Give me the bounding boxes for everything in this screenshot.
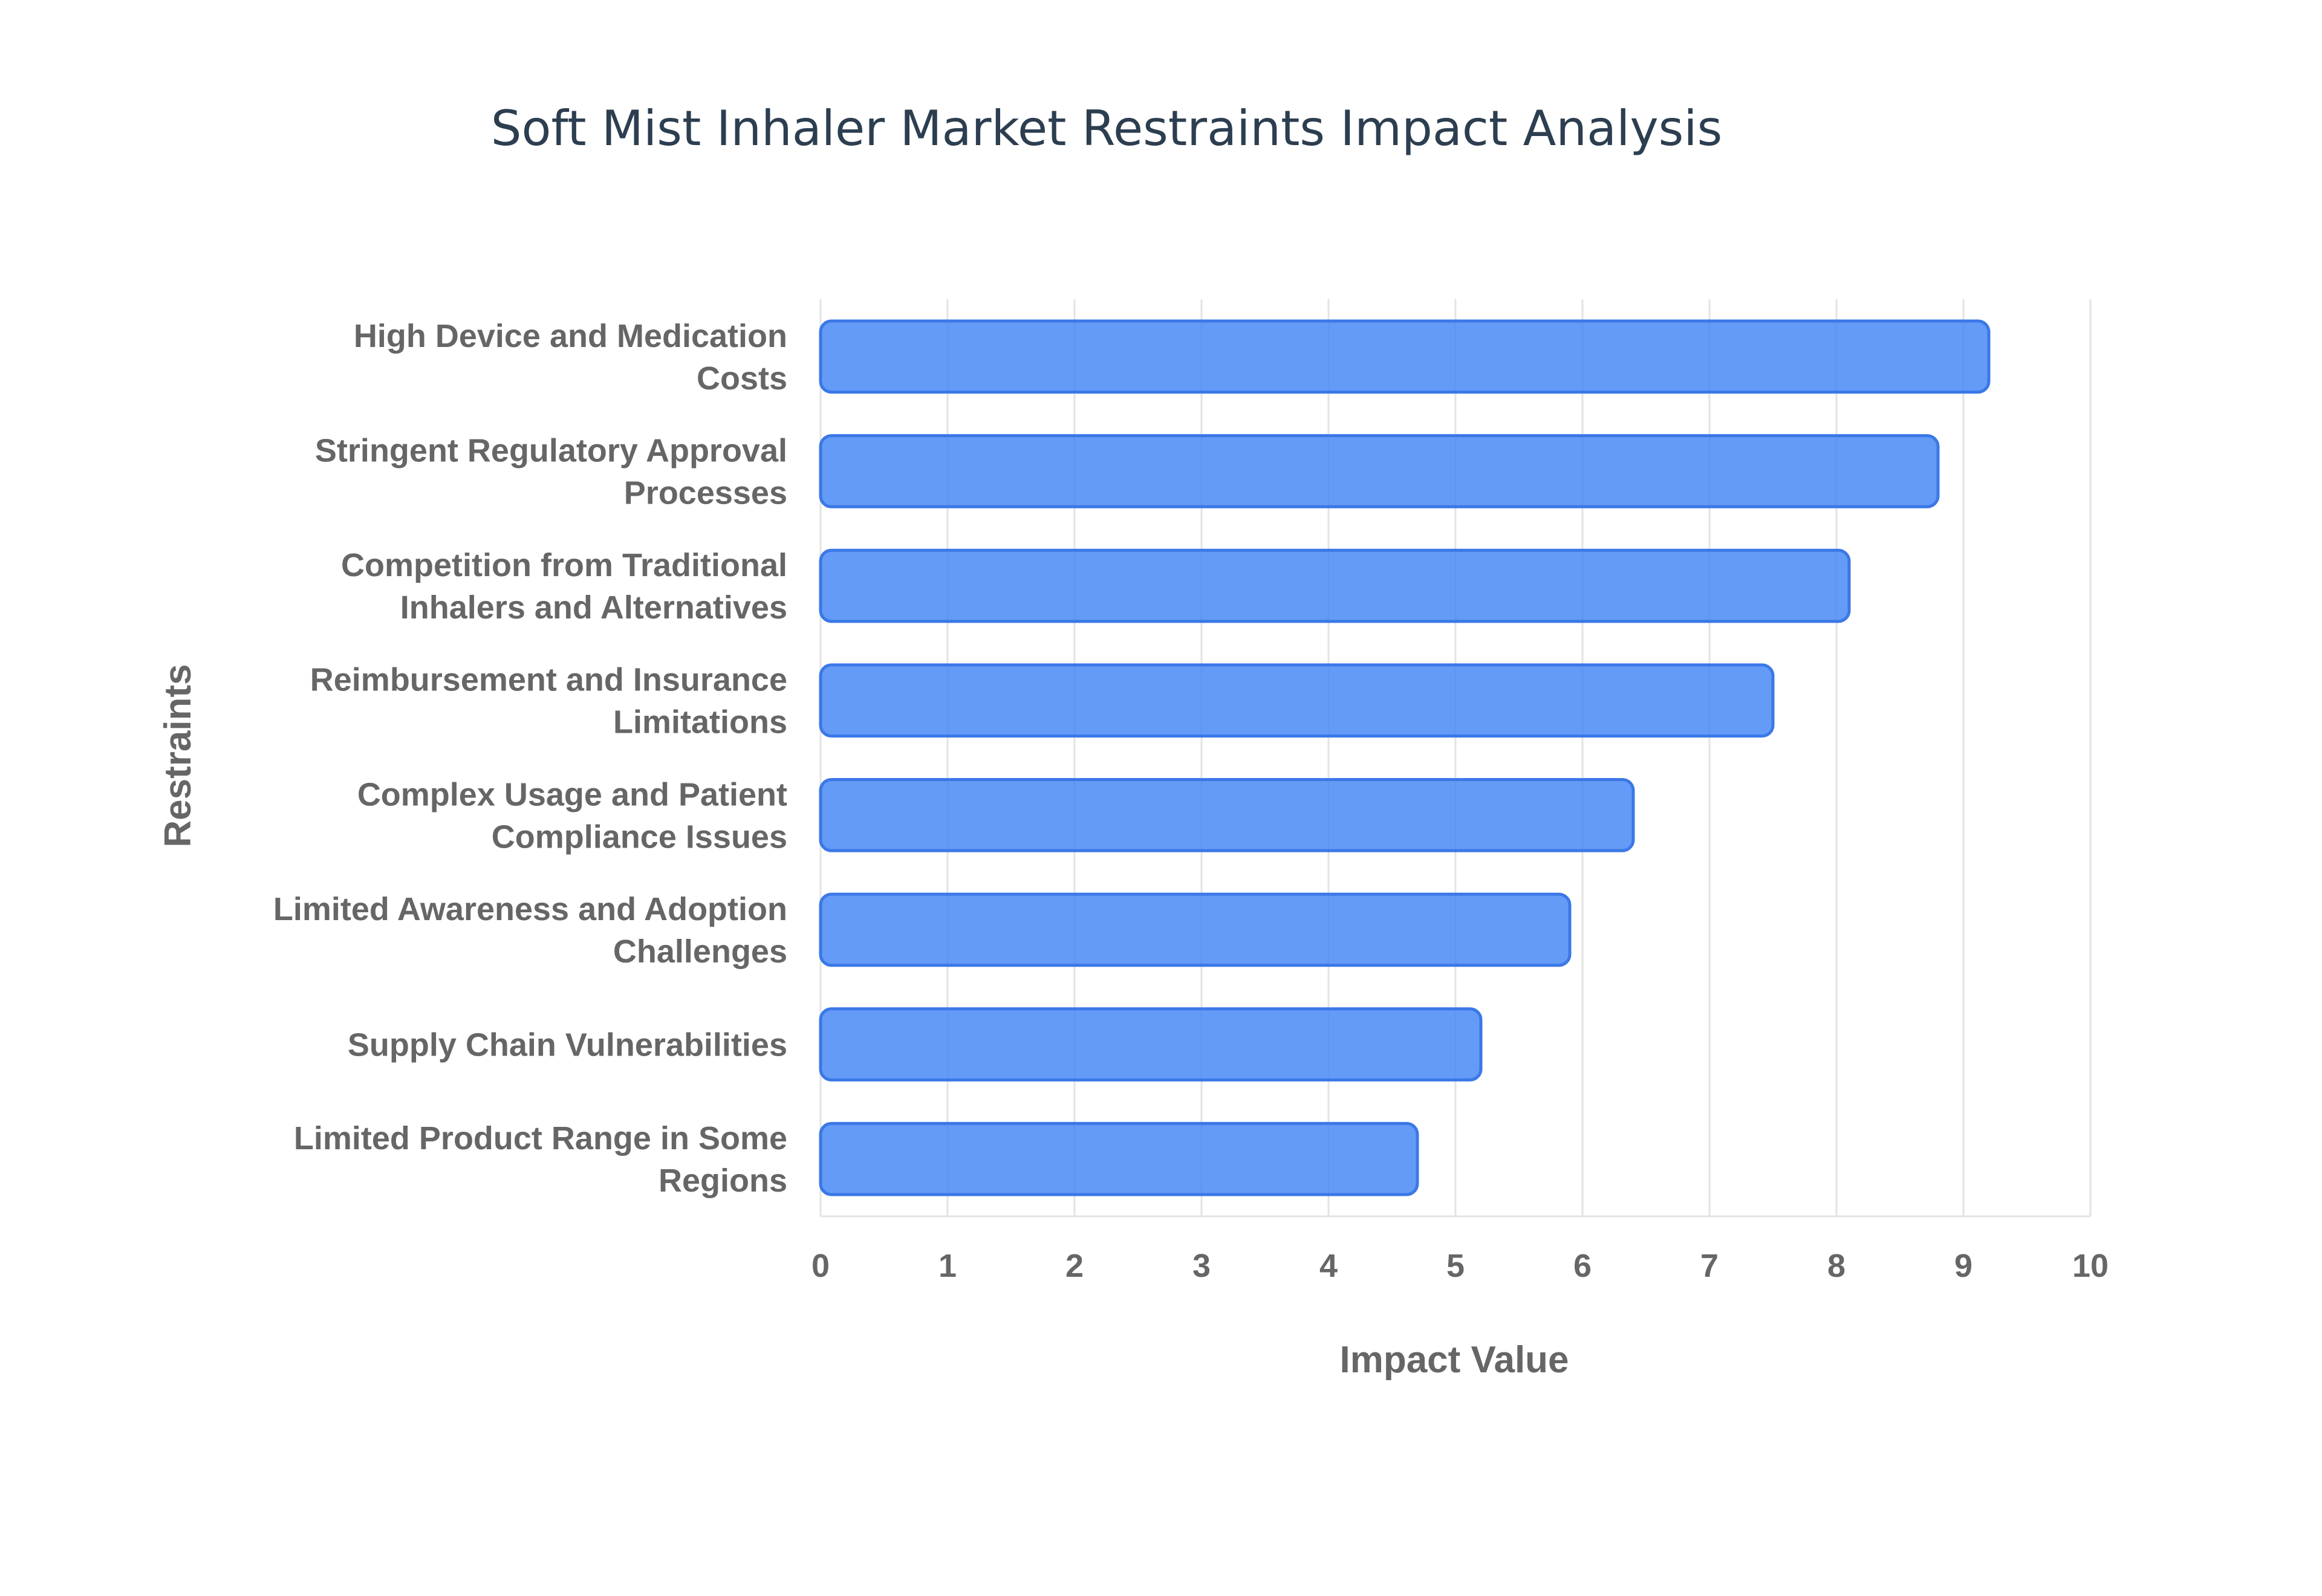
x-axis-title: Impact Value [1339, 1339, 1569, 1381]
x-tick-label: 1 [938, 1248, 957, 1284]
bar [819, 548, 1851, 623]
x-tick-label: 3 [1192, 1248, 1211, 1284]
bar [819, 663, 1775, 738]
x-tick-label: 9 [1954, 1248, 1972, 1284]
category-label: Limited Product Range in Some [294, 1120, 787, 1156]
category-label: Reimbursement and Insurance [310, 662, 787, 698]
bar [819, 319, 1991, 394]
category-label: Limitations [613, 704, 787, 741]
bar [819, 778, 1635, 852]
x-tick-label: 5 [1446, 1248, 1465, 1284]
x-tick-label: 2 [1065, 1248, 1084, 1284]
category-label: Limited Awareness and Adoption [273, 891, 787, 927]
x-tick-label: 10 [2072, 1248, 2109, 1284]
x-tick-label: 7 [1700, 1248, 1719, 1284]
category-label: Regions [659, 1163, 787, 1199]
category-label: Compliance Issues [492, 819, 787, 855]
x-tick-label: 0 [811, 1248, 830, 1284]
bar [819, 1121, 1419, 1196]
category-label: Supply Chain Vulnerabilities [348, 1027, 787, 1063]
category-labels: High Device and Medication Costs Stringent… [273, 318, 787, 1199]
bars [819, 319, 1991, 1196]
y-axis-title: Restraints [157, 664, 199, 847]
bar [819, 892, 1572, 967]
category-label: Costs [697, 360, 787, 397]
chart-title: Soft Mist Inhaler Market Restraints Impa… [491, 100, 1723, 157]
category-label: Competition from Traditional [341, 547, 787, 583]
x-tick-label: 4 [1319, 1248, 1338, 1284]
category-label: Inhalers and Alternatives [400, 589, 787, 626]
x-tick-label: 6 [1573, 1248, 1592, 1284]
category-label: Challenges [613, 933, 787, 970]
category-label: High Device and Medication [354, 318, 787, 354]
bar [819, 1007, 1483, 1082]
x-tick-labels: 0 1 2 3 4 5 6 7 8 9 10 [811, 1248, 2109, 1284]
category-label: Stringent Regulatory Approval [315, 432, 787, 469]
category-label: Processes [624, 475, 787, 511]
x-tick-label: 8 [1827, 1248, 1846, 1284]
category-label: Complex Usage and Patient [357, 776, 787, 813]
bar [819, 434, 1940, 508]
